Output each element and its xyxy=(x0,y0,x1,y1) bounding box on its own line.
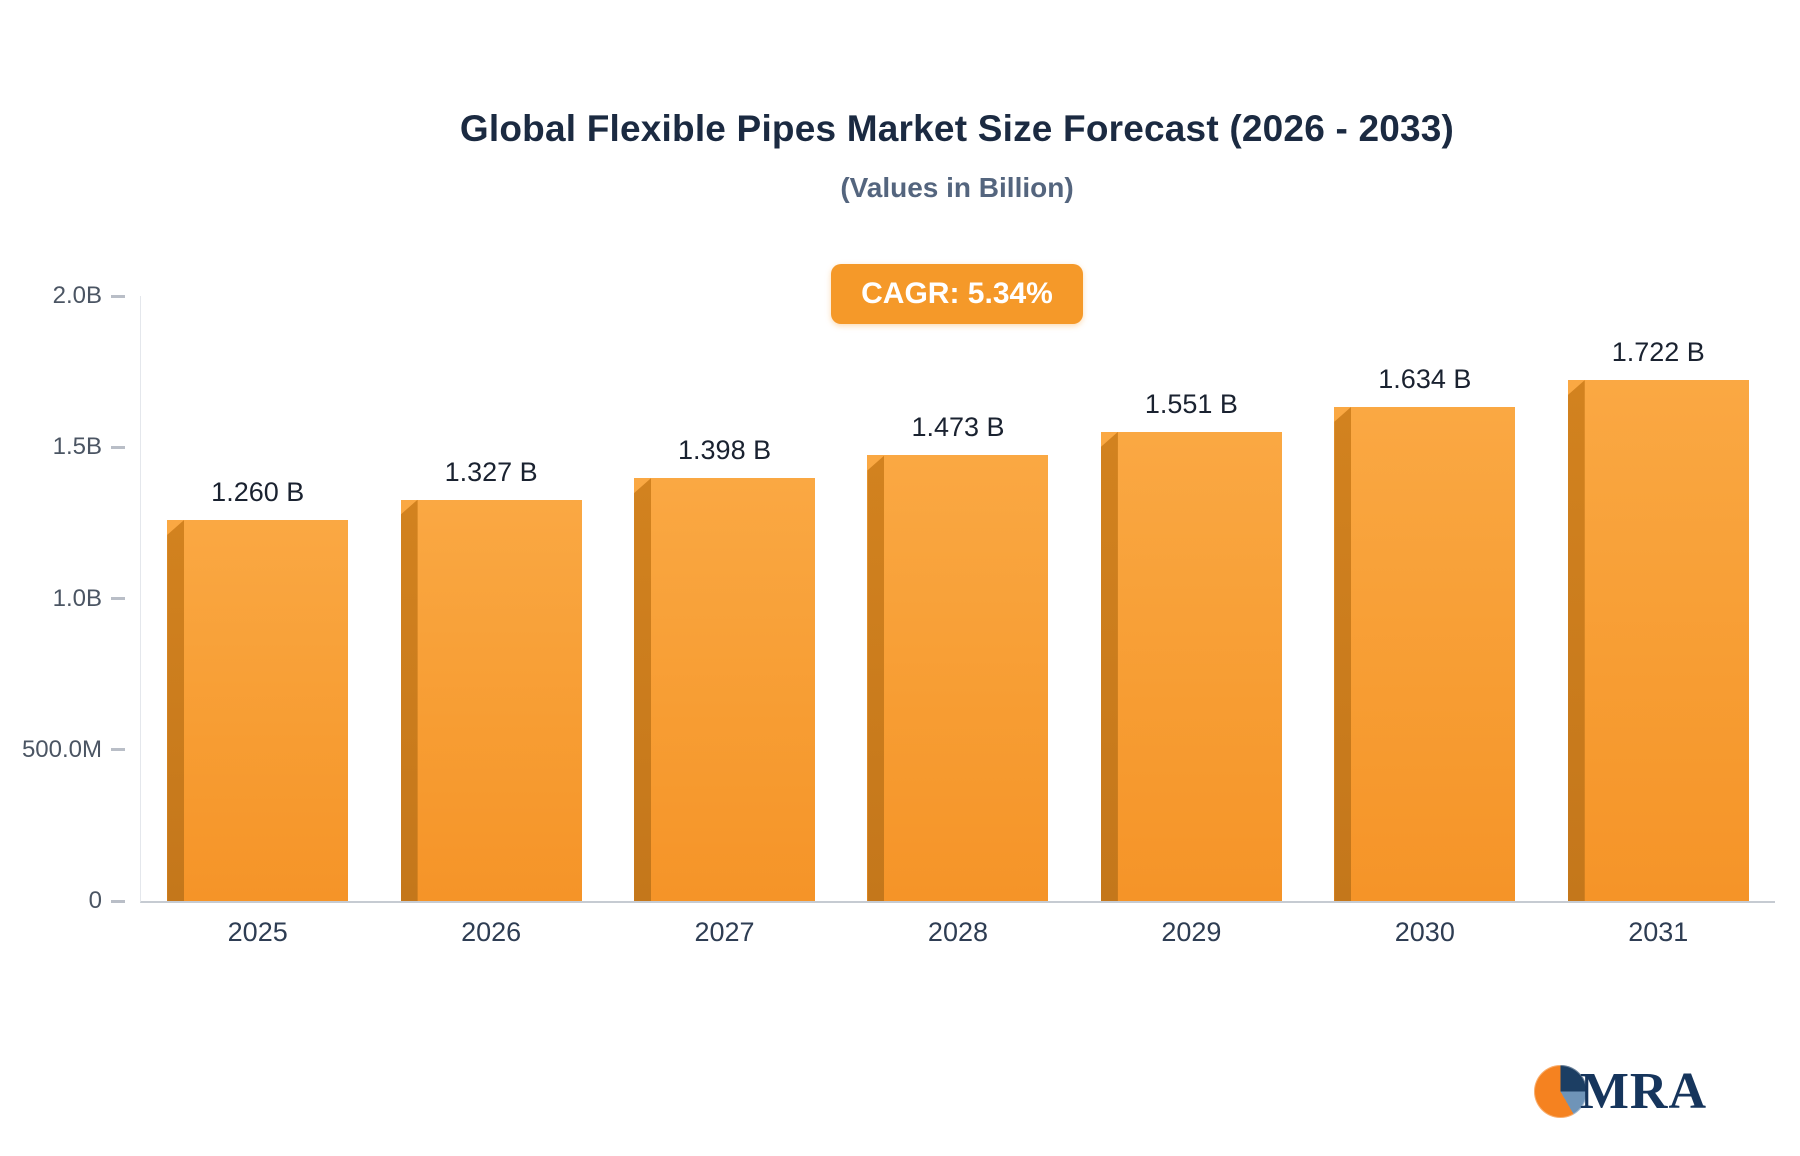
bar xyxy=(1334,406,1516,901)
x-axis-label: 2025 xyxy=(227,917,288,947)
bar xyxy=(1100,431,1282,901)
y-tick: 2.0B xyxy=(1,282,141,310)
y-tick-label: 500.0M xyxy=(21,735,102,763)
plot-area: 2.0B 1.5B 1.0B 500.0M 0 1.260 B 2025 1.327 B 20… xyxy=(22,282,1775,947)
bar-value-label: 1.327 B xyxy=(444,456,538,487)
x-axis-label: 2028 xyxy=(927,917,988,947)
bar-slot: 1.473 B 2028 xyxy=(841,296,1074,947)
chart-subtitle: (Values in Billion) xyxy=(840,172,1074,203)
x-axis-label: 2029 xyxy=(1161,917,1222,947)
y-tick: 500.0M xyxy=(1,736,141,764)
y-tick-label: 2.0B xyxy=(52,282,102,309)
y-tick-mark xyxy=(111,445,125,449)
bar-value-label: 1.260 B xyxy=(211,476,305,507)
y-tick-mark xyxy=(111,294,125,298)
x-axis-label: 2030 xyxy=(1394,917,1455,947)
brand-logo: MRA xyxy=(1533,1062,1707,1121)
cagr-badge-row: CAGR: 5.34% xyxy=(140,264,1774,324)
bar-value-label: 1.551 B xyxy=(1144,388,1238,419)
bar-value-label: 1.634 B xyxy=(1378,363,1472,394)
bar-slot: 1.551 B 2029 xyxy=(1075,296,1308,947)
bar xyxy=(634,478,816,901)
y-tick-label: 1.0B xyxy=(52,584,102,612)
y-tick-mark xyxy=(111,899,125,903)
y-tick-label: 1.5B xyxy=(52,433,102,461)
chart-title: Global Flexible Pipes Market Size Foreca… xyxy=(459,108,1455,149)
bar-slot: 1.722 B 2031 xyxy=(1542,296,1775,947)
bar-slot: 1.260 B 2025 xyxy=(141,296,374,947)
x-axis-label: 2031 xyxy=(1628,917,1689,947)
bar xyxy=(167,519,349,901)
bar xyxy=(400,499,582,901)
x-axis-label: 2026 xyxy=(461,917,522,947)
bar-value-label: 1.722 B xyxy=(1611,337,1705,368)
bar xyxy=(867,455,1049,901)
bar-slot: 1.634 B 2030 xyxy=(1308,296,1541,947)
y-tick: 1.5B xyxy=(1,433,141,461)
bar-value-label: 1.398 B xyxy=(678,435,772,466)
bar-value-label: 1.473 B xyxy=(911,412,1005,443)
logo-text: MRA xyxy=(1579,1063,1707,1120)
bar-slot: 1.327 B 2026 xyxy=(374,296,607,947)
bar-slot: 1.398 B 2027 xyxy=(608,296,841,947)
x-axis-label: 2027 xyxy=(694,917,755,947)
y-tick-mark xyxy=(111,597,125,600)
y-tick-label: 0 xyxy=(88,887,102,914)
bars-container: 1.260 B 2025 1.327 B 2026 1.398 B 2027 1.473 B… xyxy=(141,296,1775,947)
pie-logo-icon xyxy=(1533,1065,1587,1118)
bar xyxy=(1567,380,1749,901)
cagr-badge: CAGR: 5.34% xyxy=(831,264,1083,324)
y-tick: 0 xyxy=(1,887,141,915)
y-tick: 1.0B xyxy=(1,585,141,613)
y-tick-mark xyxy=(111,748,125,752)
